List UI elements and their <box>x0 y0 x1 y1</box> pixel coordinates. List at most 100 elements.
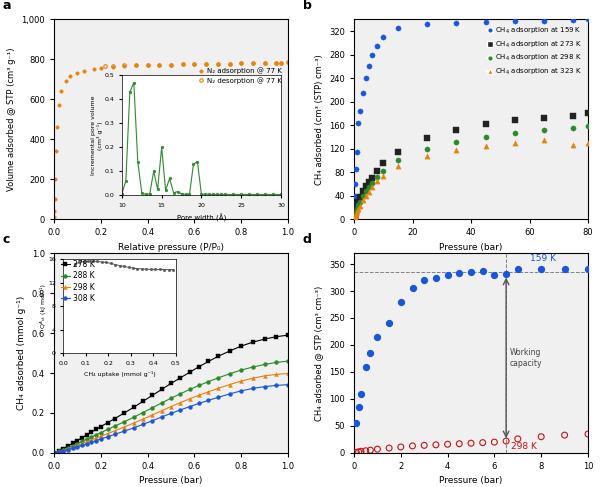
N₂ adsorption @ 77 K <box>284 59 292 65</box>
278 K <box>121 410 128 416</box>
Point <box>349 214 359 222</box>
Line: N₂ desorption @ 77 K: N₂ desorption @ 77 K <box>104 61 290 68</box>
288 K <box>55 449 62 454</box>
298 K <box>272 372 280 377</box>
Y-axis label: CH₄ adsorbed (cm³ (STP) cm⁻³): CH₄ adsorbed (cm³ (STP) cm⁻³) <box>314 54 323 185</box>
Y-axis label: CH₄ adsorbed @ STP (cm³ cm⁻³): CH₄ adsorbed @ STP (cm³ cm⁻³) <box>314 285 323 421</box>
Point <box>351 208 361 216</box>
Point <box>452 19 461 27</box>
298 K <box>64 446 71 451</box>
Point <box>356 390 366 397</box>
N₂ adsorption @ 77 K <box>90 66 97 72</box>
Point <box>478 267 488 275</box>
Point <box>353 205 363 212</box>
Point <box>481 133 490 141</box>
Point <box>536 265 546 273</box>
Point <box>350 213 359 221</box>
N₂ adsorption @ 77 K <box>238 60 245 66</box>
Point <box>373 177 382 185</box>
N₂ adsorption @ 77 K <box>97 65 104 71</box>
278 K <box>158 387 165 393</box>
Point <box>393 24 403 32</box>
Point <box>422 145 432 152</box>
Line: 278 K: 278 K <box>52 333 290 455</box>
278 K <box>226 348 233 354</box>
Point <box>358 192 368 200</box>
278 K <box>60 446 67 451</box>
N₂ adsorption @ 77 K <box>74 71 81 76</box>
308 K <box>88 439 95 445</box>
Point <box>352 449 361 456</box>
298 K <box>79 441 86 447</box>
288 K <box>64 445 71 450</box>
Point <box>352 207 362 215</box>
Point <box>365 349 375 357</box>
Point <box>502 437 511 445</box>
Point <box>350 192 359 200</box>
288 K <box>92 432 100 438</box>
Point <box>379 159 388 167</box>
Point <box>364 183 373 191</box>
278 K <box>205 358 212 364</box>
278 K <box>69 440 76 446</box>
308 K <box>149 418 156 424</box>
Point <box>393 162 403 170</box>
Point <box>455 440 464 448</box>
Text: 298 K: 298 K <box>511 442 536 450</box>
Point <box>510 129 520 137</box>
Point <box>367 174 376 182</box>
288 K <box>121 419 128 425</box>
Point <box>481 120 490 128</box>
278 K <box>284 332 292 338</box>
298 K <box>121 424 128 430</box>
N₂ adsorption @ 77 K <box>52 149 59 154</box>
308 K <box>205 397 212 403</box>
Point <box>373 42 382 50</box>
308 K <box>139 421 146 427</box>
Point <box>364 62 373 70</box>
278 K <box>50 450 58 456</box>
Point <box>466 439 476 447</box>
Point <box>513 265 523 273</box>
298 K <box>60 448 67 453</box>
298 K <box>55 449 62 455</box>
N₂ adsorption @ 77 K <box>261 60 268 66</box>
308 K <box>261 384 268 390</box>
N₂ desorption @ 77 K <box>272 60 280 66</box>
308 K <box>238 388 245 393</box>
Point <box>393 156 403 164</box>
Point <box>361 182 371 190</box>
N₂ desorption @ 77 K <box>102 63 109 69</box>
Point <box>443 271 452 279</box>
288 K <box>238 367 245 373</box>
N₂ desorption @ 77 K <box>250 60 257 66</box>
308 K <box>272 382 280 388</box>
Point <box>350 180 360 188</box>
288 K <box>149 405 156 411</box>
288 K <box>186 387 193 393</box>
Point <box>481 18 490 26</box>
Point <box>364 187 373 195</box>
Point <box>481 142 490 150</box>
Point <box>583 110 593 117</box>
Text: a: a <box>2 0 11 13</box>
288 K <box>97 430 104 435</box>
288 K <box>158 400 165 406</box>
278 K <box>64 443 71 449</box>
Point <box>379 172 388 180</box>
N₂ desorption @ 77 K <box>132 62 139 68</box>
Point <box>364 178 373 186</box>
N₂ adsorption @ 77 K <box>226 61 233 67</box>
N₂ adsorption @ 77 K <box>62 78 70 84</box>
Point <box>422 20 432 28</box>
N₂ adsorption @ 77 K <box>214 61 221 67</box>
278 K <box>88 429 95 435</box>
278 K <box>92 427 100 432</box>
Point <box>569 112 578 120</box>
298 K <box>158 408 165 413</box>
298 K <box>196 393 203 398</box>
308 K <box>167 411 175 416</box>
298 K <box>50 450 58 456</box>
298 K <box>88 437 95 443</box>
288 K <box>167 395 175 401</box>
